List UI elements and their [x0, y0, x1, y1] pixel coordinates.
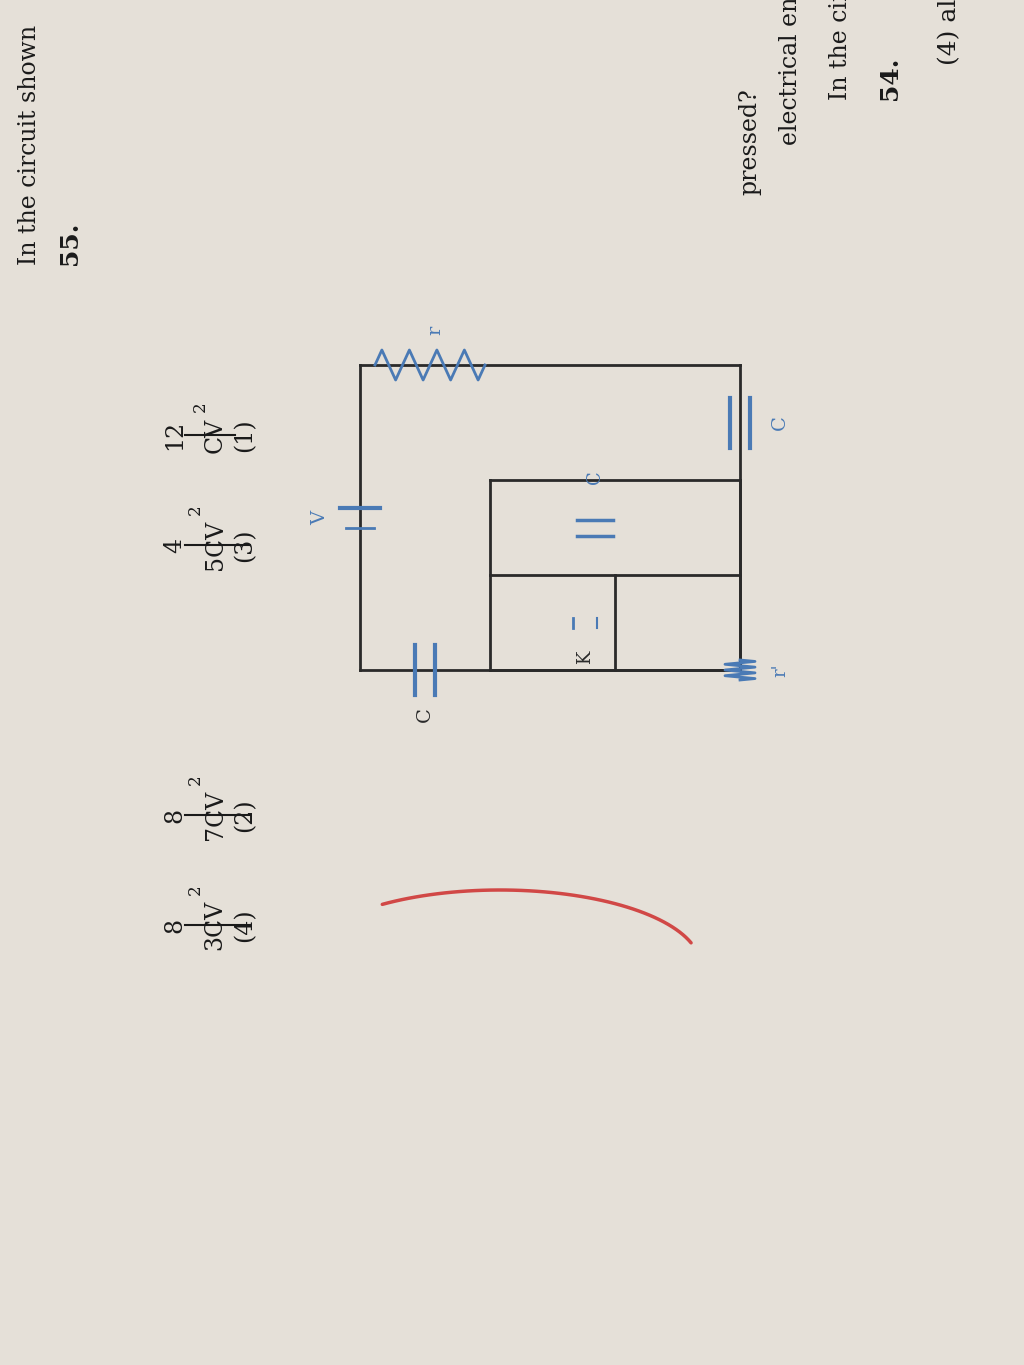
Text: 2: 2 [186, 505, 204, 516]
Text: (3): (3) [233, 528, 256, 562]
Text: 8: 8 [164, 808, 186, 823]
Text: 54.: 54. [878, 56, 902, 100]
Text: K: K [575, 651, 594, 665]
Text: 3CV: 3CV [204, 900, 226, 950]
Text: r': r' [771, 663, 790, 677]
Text: 7CV: 7CV [204, 790, 226, 839]
Text: In the circuit shown: In the circuit shown [18, 25, 42, 265]
Text: (4) all of these: (4) all of these [939, 0, 962, 66]
Text: pressed?: pressed? [738, 89, 762, 195]
Text: 4: 4 [164, 538, 186, 553]
Text: C: C [771, 415, 790, 430]
Text: 2: 2 [186, 775, 204, 785]
Text: C: C [416, 707, 434, 722]
Text: (1): (1) [233, 418, 256, 452]
Text: 2: 2 [191, 401, 209, 412]
Text: (4): (4) [233, 908, 256, 942]
Text: 55.: 55. [58, 221, 82, 265]
Text: CV: CV [204, 418, 226, 453]
Text: C: C [586, 471, 604, 485]
Text: In the circuit shown (figure), what is the change of total: In the circuit shown (figure), what is t… [828, 0, 852, 100]
Text: V: V [311, 511, 329, 524]
Text: 2: 2 [186, 885, 204, 895]
Text: 8: 8 [164, 917, 186, 932]
Text: r: r [426, 325, 444, 334]
Text: electrical energy stored in the capacitors when the key is: electrical energy stored in the capacito… [778, 0, 802, 145]
Text: (2): (2) [233, 799, 256, 831]
Text: 12: 12 [164, 420, 186, 450]
Text: 5CV: 5CV [204, 520, 226, 571]
